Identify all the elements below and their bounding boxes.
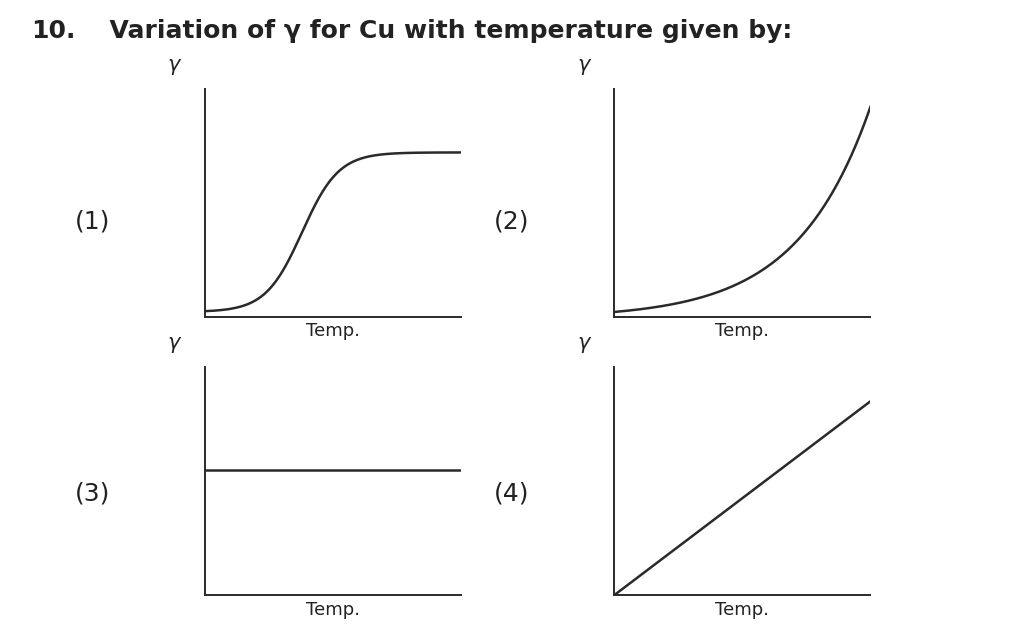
X-axis label: Temp.: Temp. [716, 322, 769, 340]
X-axis label: Temp.: Temp. [716, 601, 769, 618]
Text: 10.: 10. [31, 19, 75, 43]
Text: γ: γ [578, 334, 590, 353]
Text: (2): (2) [495, 210, 529, 234]
Text: γ: γ [168, 55, 180, 75]
Text: (4): (4) [495, 482, 529, 506]
Text: γ: γ [168, 334, 180, 353]
X-axis label: Temp.: Temp. [306, 601, 359, 618]
X-axis label: Temp.: Temp. [306, 322, 359, 340]
Text: (1): (1) [75, 210, 110, 234]
Text: (3): (3) [75, 482, 110, 506]
Text: γ: γ [578, 55, 590, 75]
Text: Variation of γ for Cu with temperature given by:: Variation of γ for Cu with temperature g… [92, 19, 793, 43]
